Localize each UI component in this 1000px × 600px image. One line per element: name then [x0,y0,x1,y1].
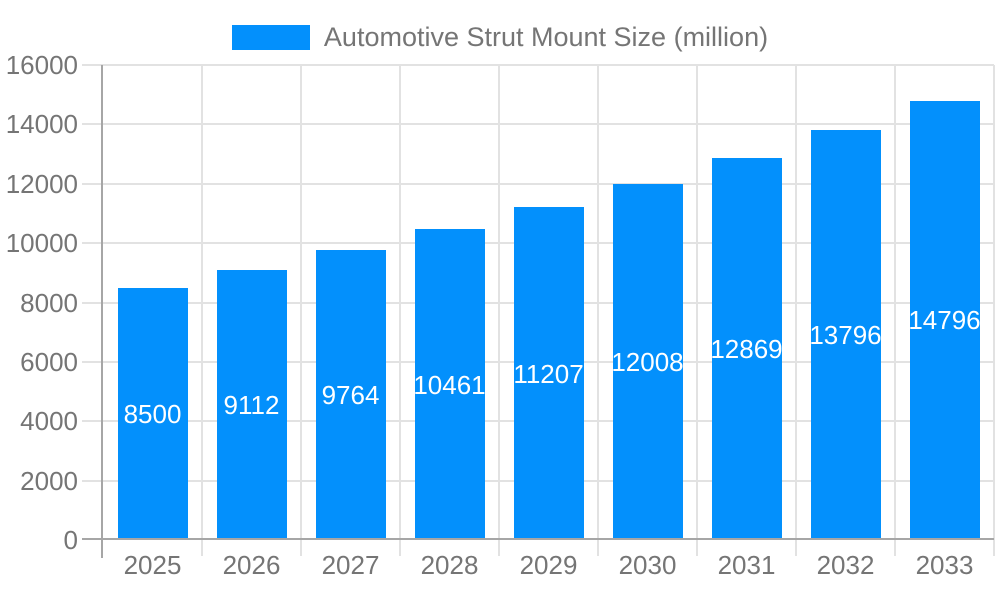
y-tick-label: 16000 [5,50,78,80]
bar-value-label: 13796 [809,320,882,351]
y-tick-label: 8000 [20,287,78,318]
x-tick-label: 2026 [222,550,281,580]
v-gridline [795,65,797,556]
bar-value-label: 12869 [710,333,783,364]
bar: 14796 [908,100,981,540]
x-tick-label: 2027 [321,550,380,580]
x-tick-label: 2028 [420,550,479,580]
bar: 13796 [809,130,882,540]
y-tick-label: 12000 [5,168,78,199]
v-gridline [993,65,995,556]
v-gridline [597,65,599,556]
bar: 12008 [611,183,684,540]
bar-value-label: 12008 [611,346,684,377]
h-gridline [82,182,994,185]
x-tick-label: 2029 [519,550,578,580]
v-gridline [399,65,401,556]
bar-value-label: 8500 [123,398,182,429]
v-gridline [201,65,203,556]
v-gridline [696,65,698,556]
v-gridline [498,65,500,556]
x-tick-label: 2025 [123,550,182,580]
bar-value-label: 10461 [413,369,486,400]
x-tick-label: 2032 [816,550,875,580]
bar: 12869 [710,157,783,540]
y-tick-label: 0 [63,525,78,555]
v-gridline [300,65,302,556]
x-tick-label: 2033 [915,550,974,580]
v-gridline [894,65,896,556]
bar: 9764 [315,250,386,540]
y-tick-label: 2000 [20,465,78,496]
h-gridline [82,123,994,126]
x-tick-label: 2030 [618,550,677,580]
bar-value-label: 9764 [321,380,380,411]
bar-value-label: 14796 [908,305,981,336]
legend-swatch [231,25,310,50]
x-axis-line [82,538,994,540]
bar-value-label: 11207 [513,358,584,389]
bar-value-label: 9112 [223,389,280,420]
plot-area: 0 2000 4000 6000 8000 10000 12000 14000 16000 850… [6,52,995,578]
x-tick-label: 2031 [717,550,776,580]
bar: 10461 [413,229,486,540]
y-tick-label: 14000 [5,109,78,140]
bar: 9112 [216,269,287,540]
legend: Automotive Strut Mount Size (million) [0,22,1000,53]
h-gridline [82,64,994,66]
y-tick-label: 4000 [20,406,78,437]
y-tick-label: 6000 [20,346,78,377]
legend-label: Automotive Strut Mount Size (million) [323,22,769,52]
y-axis-line [101,65,103,558]
y-tick-label: 10000 [5,228,78,259]
bar: 11207 [513,207,584,540]
bar: 8500 [117,287,188,540]
